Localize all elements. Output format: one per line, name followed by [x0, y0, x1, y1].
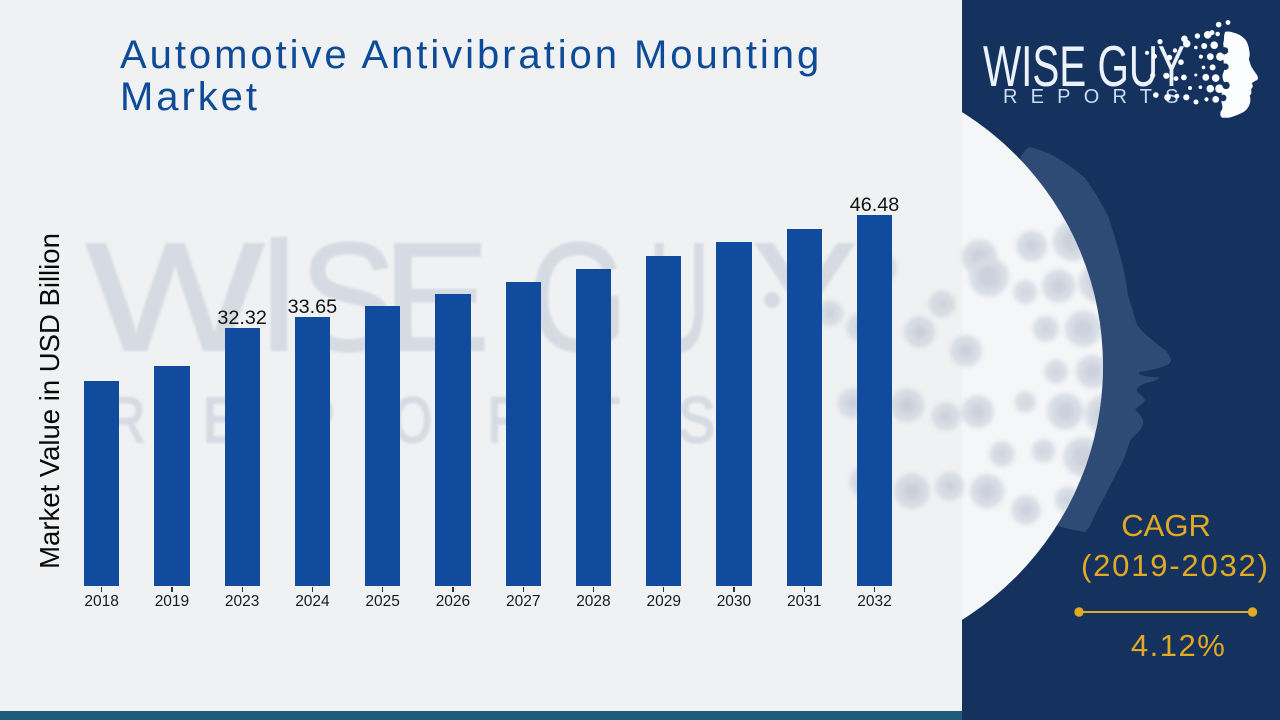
svg-text:WISE GUY: WISE GUY — [983, 35, 1185, 99]
svg-text:S: S — [678, 384, 715, 456]
svg-text:REPORTS: REPORTS — [1003, 86, 1192, 108]
svg-text:W: W — [86, 211, 264, 383]
